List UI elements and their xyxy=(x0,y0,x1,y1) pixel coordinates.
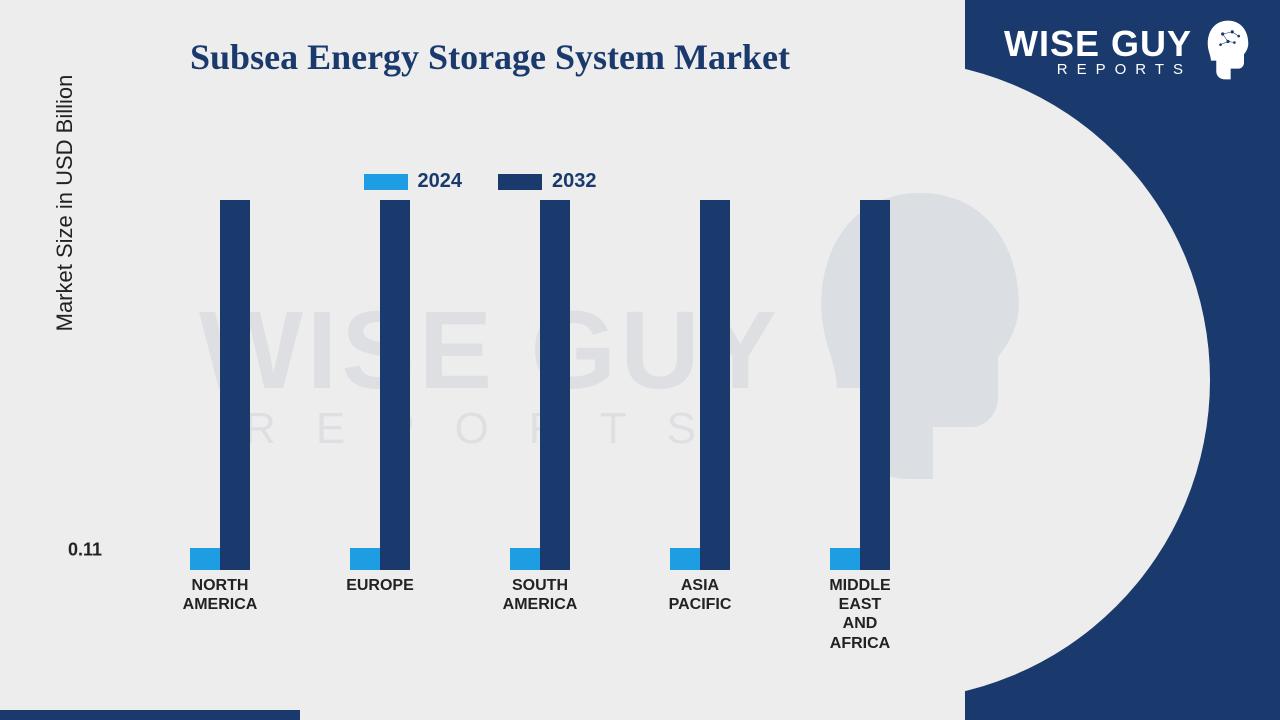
category-label: SOUTH AMERICA xyxy=(470,576,610,614)
chart-title: Subsea Energy Storage System Market xyxy=(60,36,920,78)
brand-sub-text: REPORTS xyxy=(1057,61,1192,78)
bar xyxy=(350,548,380,570)
plot: NORTH AMERICAEUROPESOUTH AMERICAASIA PAC… xyxy=(140,200,940,570)
legend: 2024 2032 xyxy=(0,170,960,193)
brand-logo: WISE GUY REPORTS xyxy=(976,18,1256,82)
bar xyxy=(700,200,730,570)
bar xyxy=(830,548,860,570)
category-label: MIDDLE EAST AND AFRICA xyxy=(790,576,930,653)
brand-main-text: WISE GUY xyxy=(1004,23,1192,65)
bar xyxy=(510,548,540,570)
bar xyxy=(380,200,410,570)
bar-group: ASIA PACIFIC xyxy=(620,200,780,570)
brand-head-icon xyxy=(1200,18,1256,82)
legend-swatch-2024 xyxy=(364,174,408,190)
legend-label: 2032 xyxy=(552,170,597,193)
legend-swatch-2032 xyxy=(498,174,542,190)
legend-item: 2024 xyxy=(364,170,463,193)
bar xyxy=(860,200,890,570)
y-tick-label: 0.11 xyxy=(68,540,102,561)
page-root: WISE GUY REPORTS WISE GUY REPORTS xyxy=(0,0,1280,720)
bar-group: EUROPE xyxy=(300,200,460,570)
bottom-accent-bar xyxy=(0,710,300,720)
legend-item: 2032 xyxy=(498,170,597,193)
bar xyxy=(540,200,570,570)
category-label: NORTH AMERICA xyxy=(150,576,290,614)
bar xyxy=(220,200,250,570)
bar-group: SOUTH AMERICA xyxy=(460,200,620,570)
bar-group: NORTH AMERICA xyxy=(140,200,300,570)
category-label: ASIA PACIFIC xyxy=(630,576,770,614)
bar xyxy=(190,548,220,570)
bar-group: MIDDLE EAST AND AFRICA xyxy=(780,200,940,570)
category-label: EUROPE xyxy=(310,576,450,595)
legend-label: 2024 xyxy=(418,170,463,193)
bar xyxy=(670,548,700,570)
y-axis-label: Market Size in USD Billion xyxy=(52,23,78,383)
chart-area: 0.11 NORTH AMERICAEUROPESOUTH AMERICAASI… xyxy=(110,200,940,570)
